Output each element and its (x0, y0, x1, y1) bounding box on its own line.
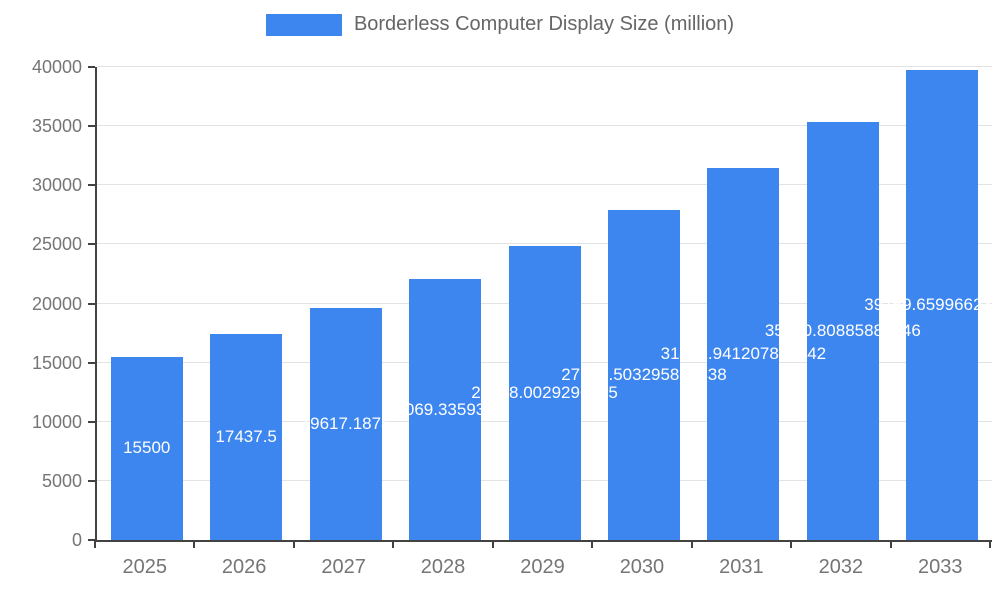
bar-value-label: 15500 (123, 438, 171, 458)
plot-area: 15500 17437.5 19617.1875 22069.3359375 24828… (95, 66, 1000, 542)
y-axis-label: 40000 (31, 57, 82, 77)
y-axis-label: 0 (71, 530, 82, 550)
x-axis-tick (690, 541, 693, 548)
bar-2033[interactable] (906, 69, 979, 540)
chart-legend[interactable]: Borderless Computer Display Size (millio… (0, 13, 1000, 36)
x-axis-label: 2026 (221, 556, 267, 578)
gridline (97, 184, 992, 186)
y-axis-tick (88, 184, 95, 187)
bar-2032[interactable] (806, 121, 879, 540)
bar-2026[interactable] (210, 333, 283, 540)
y-axis-tick (88, 66, 95, 68)
x-axis-tick (491, 541, 494, 548)
x-axis-label: 2029 (520, 556, 565, 578)
bar-2029[interactable] (508, 246, 581, 540)
x-axis-tick (292, 541, 295, 548)
legend-label: Borderless Computer Display Size (millio… (353, 13, 735, 35)
y-axis-label: 10000 (31, 411, 82, 432)
bar-value-label: 17437.5 (215, 426, 277, 446)
y-axis-label: 35000 (31, 116, 82, 137)
y-axis-tick (88, 479, 95, 482)
x-axis-label: 2028 (420, 556, 466, 578)
x-axis-tick (989, 541, 991, 548)
bar-2031[interactable] (707, 168, 780, 540)
x-axis-label: 2027 (321, 556, 366, 578)
x-axis-tick (790, 541, 793, 548)
bar-2027[interactable] (309, 308, 382, 540)
bar-2025[interactable] (110, 356, 183, 540)
x-axis-tick (591, 541, 594, 548)
gridline (97, 125, 992, 127)
bar-value-label: 35350.80885887146 (764, 321, 921, 340)
bar-value-label: 22069.3359375 (385, 399, 505, 419)
y-axis-tick (88, 539, 95, 541)
y-axis-label: 30000 (31, 175, 82, 196)
bar-2028[interactable] (409, 279, 482, 540)
y-axis-label: 5000 (41, 470, 82, 491)
y-axis-tick (88, 420, 95, 423)
y-axis-label: 25000 (31, 234, 82, 255)
y-axis-tick (88, 302, 95, 305)
gridline (97, 243, 992, 245)
y-axis-tick (88, 125, 95, 128)
x-axis-tick (889, 541, 892, 548)
x-axis-tick (392, 541, 395, 548)
legend-swatch-icon (265, 13, 342, 36)
bar-value-label: 39769.65996623039 (864, 294, 1000, 314)
bar-value-label: 19617.1875 (300, 414, 391, 434)
bar-value-label: 24828.0029296875 (471, 383, 618, 403)
x-axis-tick (193, 541, 196, 548)
y-axis-tick (88, 361, 95, 364)
bar-value-label: 31422.941207885742 (660, 344, 827, 364)
bar-2030[interactable] (607, 209, 680, 540)
x-axis-label: 2030 (619, 556, 665, 578)
x-axis-label: 2025 (122, 556, 167, 578)
y-axis-label: 20000 (31, 293, 82, 314)
x-axis-label: 2031 (719, 556, 764, 578)
bar-value-label: 27931.503295898438 (561, 364, 727, 384)
x-axis-label: 2033 (918, 556, 963, 578)
y-axis-tick (88, 243, 95, 246)
x-axis-tick (94, 541, 96, 548)
x-axis-label: 2032 (818, 556, 864, 578)
gridline (97, 66, 992, 67)
y-axis-label: 15000 (31, 352, 82, 373)
